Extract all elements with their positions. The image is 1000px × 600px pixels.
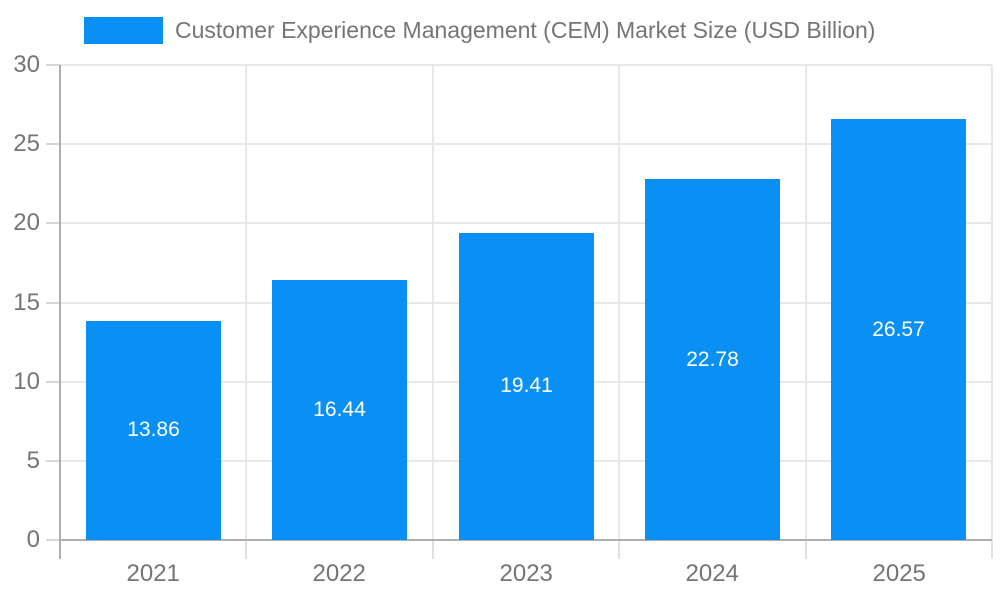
x-axis-label-2024: 2024: [685, 560, 739, 587]
y-axis-tick: [46, 539, 60, 541]
bar-value-label: 26.57: [872, 317, 925, 341]
x-axis-line: [60, 539, 992, 541]
x-axis-label-2022: 2022: [312, 560, 366, 587]
y-axis-tick: [46, 222, 60, 225]
y-axis-label: 15: [13, 288, 40, 316]
x-axis-tick: [804, 540, 807, 559]
x-gridline: [431, 65, 434, 540]
y-axis-tick: [46, 64, 60, 66]
x-gridline: [991, 65, 993, 540]
bar-2021[interactable]: 13.86: [86, 320, 221, 540]
y-axis-label: 25: [13, 130, 40, 158]
y-gridline: [60, 222, 992, 225]
y-axis-tick: [46, 301, 60, 304]
y-axis-tick: [46, 143, 60, 146]
bar-value-label: 16.44: [313, 397, 366, 421]
y-axis-tick: [46, 459, 60, 462]
bar-value-label: 22.78: [686, 347, 739, 371]
x-axis-label-2021: 2021: [126, 560, 180, 587]
y-axis-line: [59, 65, 61, 559]
x-axis-tick: [245, 540, 248, 559]
x-axis-label-2025: 2025: [872, 560, 926, 587]
y-axis-tick: [46, 380, 60, 383]
y-axis-label: 30: [13, 51, 40, 78]
chart-title: Customer Experience Management (CEM) Mar…: [175, 16, 876, 43]
bar-2022[interactable]: 16.44: [272, 279, 407, 540]
legend-swatch[interactable]: [84, 16, 163, 44]
x-gridline: [245, 65, 248, 540]
bar-2025[interactable]: 26.57: [831, 119, 966, 540]
x-axis-tick: [431, 540, 434, 559]
y-gridline: [60, 143, 992, 146]
bar-value-label: 13.86: [127, 418, 180, 442]
y-axis-label: 5: [26, 446, 40, 474]
x-axis-tick: [991, 540, 993, 559]
legend-item[interactable]: Customer Experience Management (CEM) Mar…: [84, 16, 875, 44]
y-axis-label: 10: [13, 367, 40, 395]
y-axis-label: 0: [26, 526, 40, 553]
bar-2023[interactable]: 19.41: [459, 232, 594, 540]
x-axis-label-2023: 2023: [499, 560, 553, 587]
bar-2024[interactable]: 22.78: [645, 179, 780, 540]
x-axis-tick: [618, 540, 621, 559]
x-gridline: [618, 65, 621, 540]
y-axis-label: 20: [13, 209, 40, 237]
x-gridline: [804, 65, 807, 540]
bar-value-label: 19.41: [500, 374, 553, 398]
y-gridline: [60, 64, 992, 66]
